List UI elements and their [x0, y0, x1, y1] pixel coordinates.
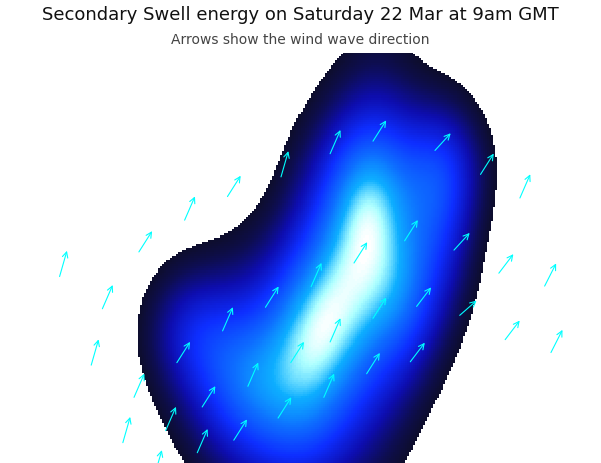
Text: Arrows show the wind wave direction: Arrows show the wind wave direction	[171, 33, 430, 47]
Text: Secondary Swell energy on Saturday 22 Mar at 9am GMT: Secondary Swell energy on Saturday 22 Ma…	[42, 6, 559, 24]
